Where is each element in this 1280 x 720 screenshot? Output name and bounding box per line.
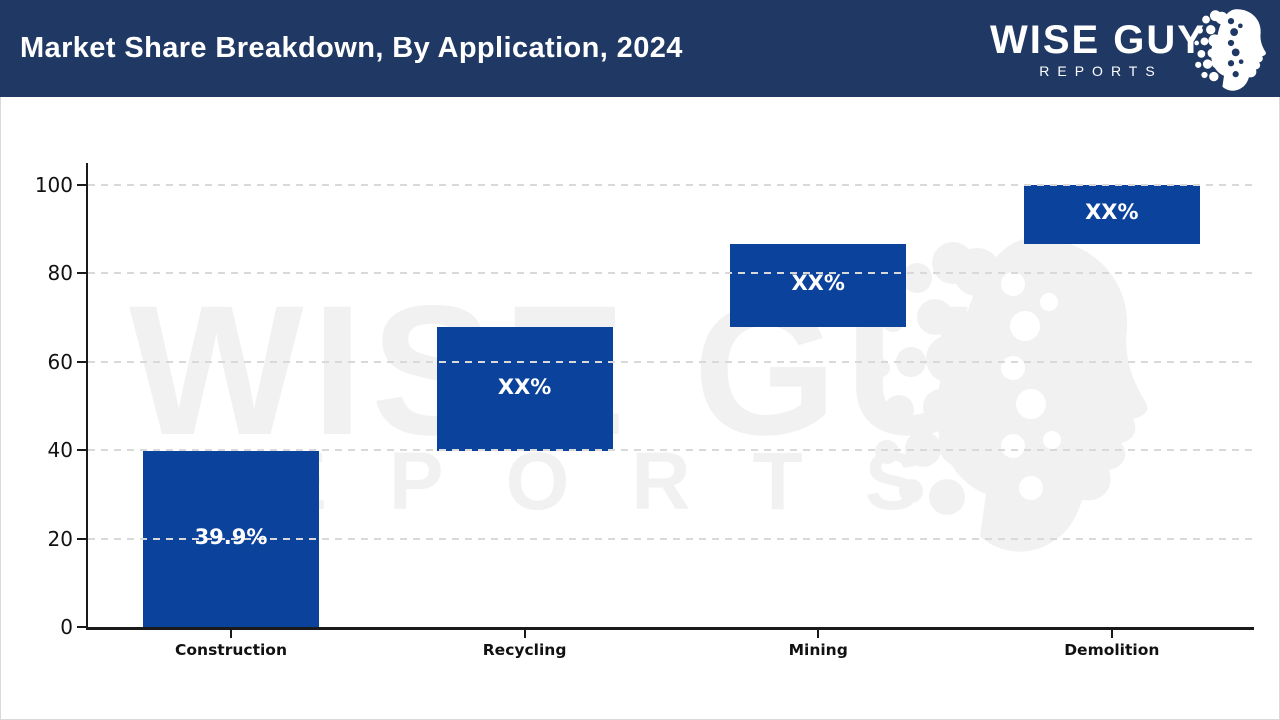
bar-recycling [436, 326, 613, 451]
bar-mining [730, 243, 907, 327]
x-tick-label-mining: Mining [788, 641, 848, 659]
y-tick-100 [77, 184, 86, 186]
logo-wordmark: WISE GUY [989, 18, 1206, 62]
chart-title: Market Share Breakdown, By Application, … [20, 32, 683, 64]
logo-face-icon [1192, 7, 1270, 93]
header-bar: Market Share Breakdown, By Application, … [0, 0, 1280, 97]
brand-logo: WISE GUY REPORTS [990, 7, 1280, 93]
y-tick-0 [77, 626, 86, 628]
y-tick-40 [77, 449, 86, 452]
x-axis-line [86, 627, 1254, 630]
y-tick-label-100: 100 [34, 173, 73, 197]
x-tick-label-construction: Construction [175, 641, 287, 659]
bar-value-label: XX% [497, 374, 552, 399]
y-tick-20 [77, 537, 86, 540]
x-tick-demolition [1110, 629, 1113, 638]
bar-value-label: XX% [1085, 200, 1139, 225]
grid-line-100 [88, 184, 1254, 186]
x-tick-label-recycling: Recycling [482, 641, 567, 659]
y-tick-label-0: 0 [60, 615, 73, 639]
y-tick-label-40: 40 [47, 438, 73, 463]
y-tick-label-60: 60 [47, 349, 73, 374]
y-tick-80 [77, 272, 86, 275]
bar-value-label: XX% [791, 271, 845, 296]
x-tick-mining [817, 629, 820, 638]
y-tick-label-80: 80 [47, 261, 73, 286]
grid-line-20 [88, 537, 1254, 540]
x-tick-construction [230, 629, 232, 638]
grid-line-60 [88, 360, 1254, 363]
logo-subtext: REPORTS [1039, 63, 1163, 79]
x-tick-label-demolition: Demolition [1064, 641, 1160, 659]
logo-text: WISE GUY REPORTS [990, 20, 1206, 79]
grid-line-40 [88, 449, 1254, 452]
x-tick-recycling [523, 629, 526, 638]
y-tick-60 [77, 360, 86, 363]
bar-demolition [1023, 185, 1200, 244]
grid-line-80 [88, 272, 1254, 275]
y-tick-label-20: 20 [47, 526, 73, 551]
plot-area: 39.9% XX% XX% XX% 0 20 40 60 80 100 Construction Re… [1, 97, 1280, 720]
bar-value-label: 39.9% [194, 524, 268, 549]
chart-canvas: WISE GUY REPORTS 39.9% XX% XX% XX% 0 20 40 60 80… [0, 97, 1280, 720]
y-axis-line [86, 162, 88, 629]
